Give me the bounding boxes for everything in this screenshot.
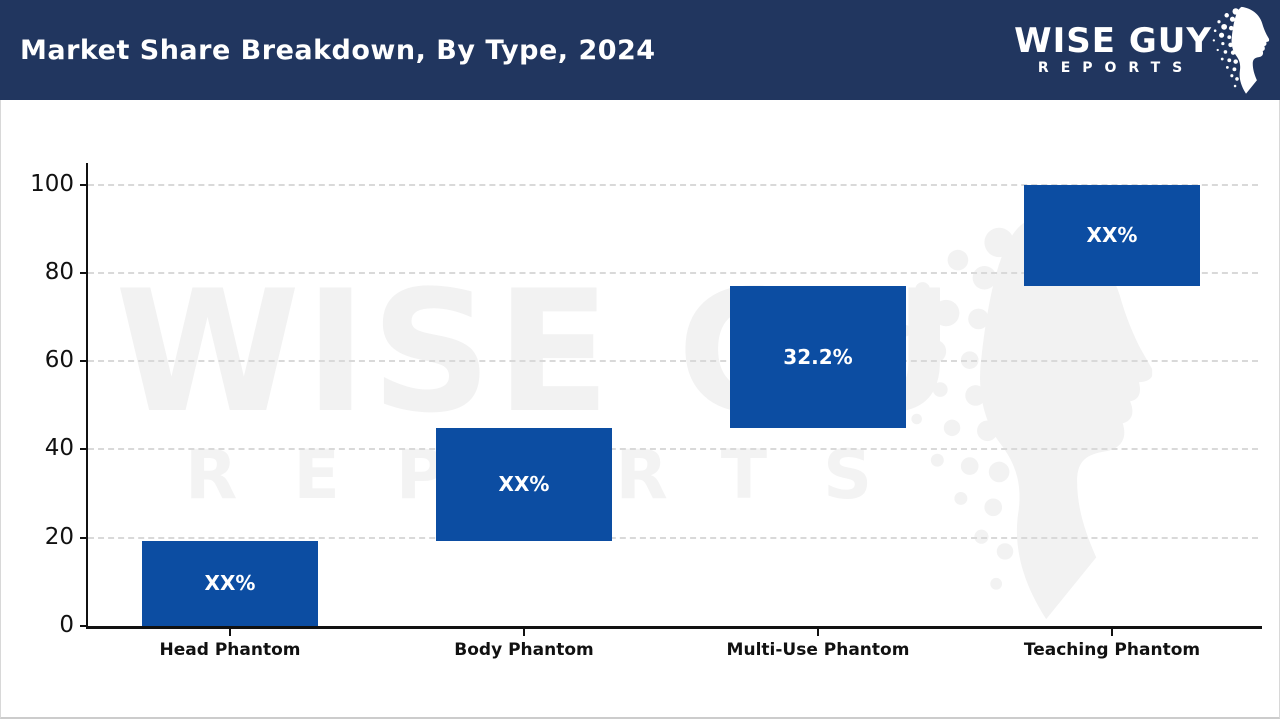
x-axis-category-label: Body Phantom (454, 640, 594, 660)
bar-value-label: XX% (1086, 222, 1138, 247)
bar (730, 286, 906, 429)
x-axis-category-label: Teaching Phantom (1023, 640, 1201, 660)
y-axis-tick-label: 0 (59, 612, 74, 638)
bar-value-label: 32.2% (783, 345, 853, 370)
y-axis-tick (80, 536, 87, 539)
logo-wordmark: WISE GUY (1014, 20, 1212, 61)
y-axis-tick-label: 100 (30, 170, 74, 197)
gridline (88, 271, 1258, 274)
gridline (88, 183, 1258, 186)
wise-guy-logo: WISE GUY REPORTS (1014, 2, 1274, 98)
x-axis-tick (1111, 628, 1113, 636)
x-axis-category-label: Multi-Use Phantom (726, 640, 910, 660)
chart-title: Market Share Breakdown, By Type, 2024 (20, 34, 656, 66)
gridline (88, 536, 1258, 539)
y-axis-tick (80, 360, 87, 363)
y-axis-tick-label: 80 (44, 258, 74, 285)
y-axis-tick-label: 20 (44, 523, 74, 550)
y-axis-tick (80, 448, 87, 451)
logo-text: WISE GUY REPORTS (1014, 20, 1212, 77)
x-axis-tick (817, 628, 819, 636)
bar (436, 428, 612, 541)
y-axis-tick (80, 183, 87, 186)
y-axis-tick-label: 40 (44, 435, 74, 462)
bar (1024, 184, 1200, 287)
y-axis-tick (80, 271, 87, 274)
x-axis-tick (229, 628, 231, 636)
y-axis-line (86, 163, 88, 628)
bar-value-label: XX% (498, 472, 550, 497)
bar (142, 540, 318, 626)
header: Market Share Breakdown, By Type, 2024 WI… (0, 0, 1280, 100)
gridline (88, 448, 1258, 451)
x-axis-tick (523, 628, 525, 636)
gridline (88, 360, 1258, 363)
x-axis-category-label: Head Phantom (159, 640, 301, 660)
y-axis-tick (80, 625, 87, 627)
logo-subtitle: REPORTS (1037, 60, 1195, 77)
y-axis-tick-label: 60 (44, 347, 74, 374)
bar-value-label: XX% (204, 570, 256, 595)
x-axis-line (86, 625, 1262, 629)
